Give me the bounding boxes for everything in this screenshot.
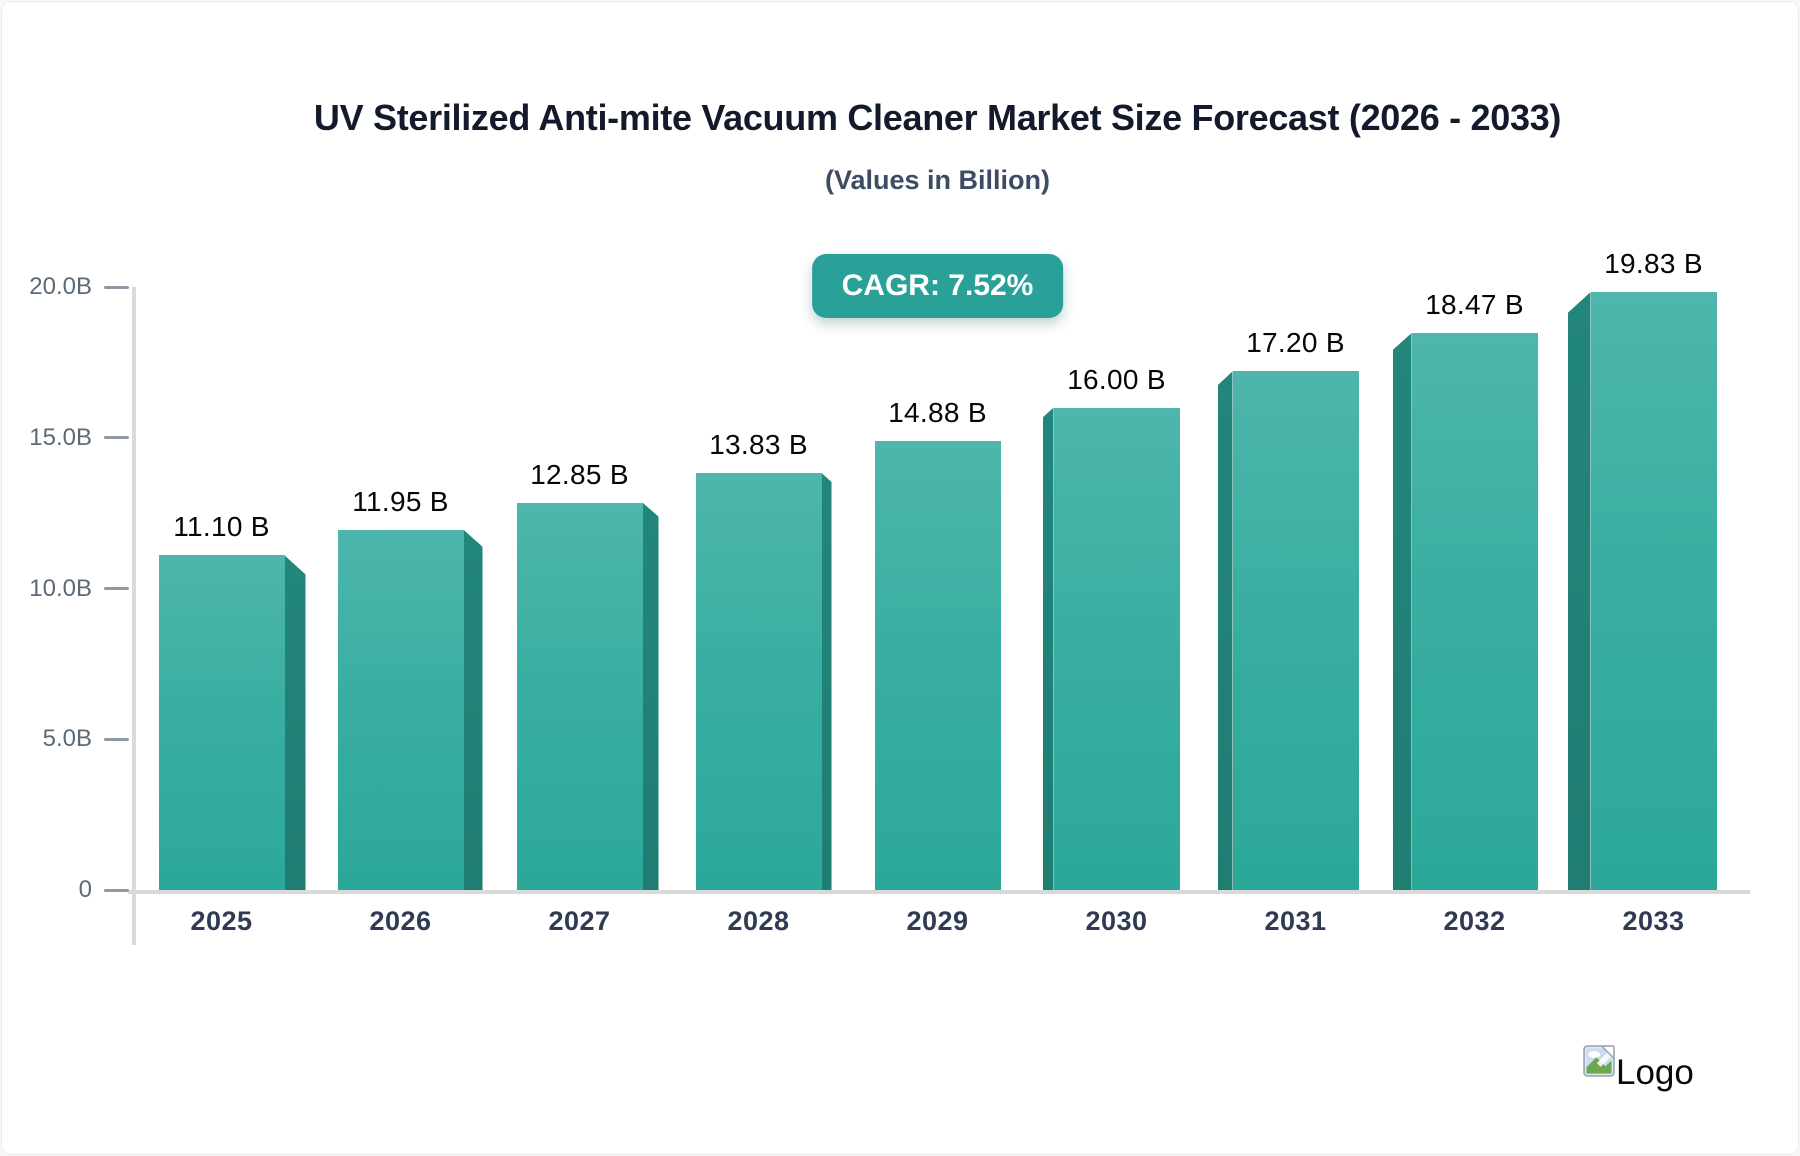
x-axis-label: 2032 xyxy=(1443,906,1506,936)
bar-side xyxy=(1217,371,1233,890)
broken-image-icon xyxy=(1583,1045,1615,1077)
bar-value-label: 11.10 B xyxy=(173,511,270,543)
bar-side xyxy=(642,502,659,890)
bar-value-label: 18.47 B xyxy=(1425,289,1524,321)
bar-value-label: 17.20 B xyxy=(1246,327,1345,359)
logo: Logo xyxy=(1583,1040,1694,1090)
x-axis-label: 2031 xyxy=(1264,906,1327,936)
x-axis-label: 2029 xyxy=(906,906,969,936)
bar-chart-plot: 0 5.0B 10.0B 15.0B 20.0B 11.10 B 2025 11.95 B 20… xyxy=(29,248,1750,945)
bar xyxy=(1411,333,1538,890)
bar xyxy=(516,502,643,890)
y-axis-label: 20.0B xyxy=(29,273,92,300)
bar-side xyxy=(284,555,306,890)
bar-value-label: 13.83 B xyxy=(709,429,808,461)
logo-alt-text: Logo xyxy=(1616,1053,1694,1092)
bar xyxy=(1590,292,1717,890)
x-axis-label: 2025 xyxy=(190,906,253,936)
x-axis-label: 2033 xyxy=(1622,906,1685,936)
chart-subtitle: (Values in Billion) xyxy=(824,165,1051,195)
bar-value-label: 14.88 B xyxy=(888,397,987,429)
y-axis-tick xyxy=(104,888,129,892)
y-axis-tick xyxy=(104,285,129,289)
chart-title: UV Sterilized Anti-mite Vacuum Cleaner M… xyxy=(313,97,1562,138)
bar xyxy=(158,555,285,890)
x-axis-label: 2027 xyxy=(548,906,611,936)
bar-side xyxy=(1567,292,1591,890)
x-axis-label: 2026 xyxy=(369,906,432,936)
bar-value-label: 19.83 B xyxy=(1604,248,1703,280)
bar xyxy=(1053,407,1180,890)
bar xyxy=(1232,371,1359,890)
x-axis-label: 2028 xyxy=(727,906,790,936)
bar-value-label: 11.95 B xyxy=(352,485,449,517)
y-axis-line xyxy=(132,287,136,945)
bar-side xyxy=(1042,407,1054,890)
y-axis-label: 15.0B xyxy=(29,423,92,451)
bar xyxy=(695,473,822,890)
y-axis-tick xyxy=(104,436,129,440)
bar-side xyxy=(1392,333,1412,890)
bar xyxy=(874,441,1001,890)
bar-side xyxy=(821,473,832,890)
y-axis-tick xyxy=(104,587,129,590)
y-axis-tick xyxy=(104,737,129,741)
y-axis-label: 10.0B xyxy=(29,574,92,602)
bar xyxy=(337,529,464,890)
bar-side xyxy=(463,529,483,890)
y-axis-label: 5.0B xyxy=(42,725,92,753)
x-axis-label: 2030 xyxy=(1085,906,1148,936)
x-axis-line xyxy=(128,890,1750,894)
y-axis-label: 0 xyxy=(78,876,92,903)
bar-value-label: 12.85 B xyxy=(530,458,629,490)
bar-value-label: 16.00 B xyxy=(1067,363,1166,395)
